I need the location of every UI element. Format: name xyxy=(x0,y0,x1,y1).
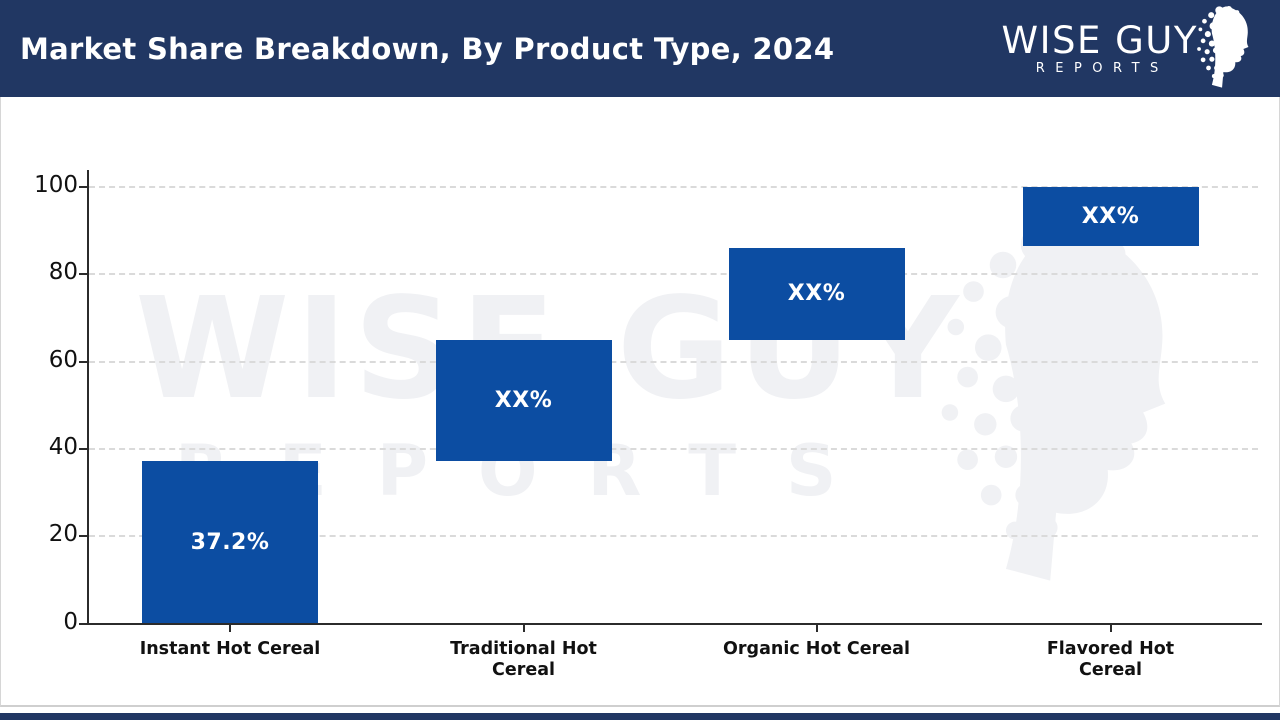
footer-bar xyxy=(0,713,1280,720)
bar-segment[interactable]: 37.2% xyxy=(142,461,318,624)
x-axis-label-line: Flavored Hot xyxy=(1046,639,1175,659)
x-axis-label-line: Traditional Hot xyxy=(450,639,597,659)
x-axis-label-line: Cereal xyxy=(491,660,556,680)
gridline xyxy=(89,535,1258,538)
y-tick-mark xyxy=(79,186,88,188)
x-axis-label-line: Organic Hot Cereal xyxy=(723,639,910,659)
x-tick-mark xyxy=(815,625,818,632)
brand-logo-text: WISE GUY REPORTS xyxy=(1002,22,1198,75)
brand-name: WISE GUY xyxy=(1001,19,1198,62)
y-tick-mark xyxy=(79,535,88,538)
x-axis-label-line: Cereal xyxy=(1078,660,1143,680)
y-tick-mark xyxy=(79,622,88,625)
x-axis-label: Organic Hot Cereal xyxy=(697,639,937,660)
x-axis-label: Flavored Hot Cereal xyxy=(991,639,1231,681)
gridline xyxy=(89,447,1258,450)
y-tick-label: 40 xyxy=(48,433,78,460)
y-tick-mark xyxy=(79,447,88,450)
y-tick-label: 80 xyxy=(48,259,78,286)
bar-value-label: XX% xyxy=(1081,203,1140,229)
gridline xyxy=(89,186,1258,188)
y-tick-label: 0 xyxy=(63,608,78,635)
chart-title: Market Share Breakdown, By Product Type,… xyxy=(20,31,835,66)
y-tick-label: 100 xyxy=(34,172,78,198)
bar-segment[interactable]: XX% xyxy=(1022,187,1199,246)
bar-value-label: XX% xyxy=(787,281,846,307)
y-tick-label: 60 xyxy=(48,346,78,373)
brand-logo: WISE GUY REPORTS xyxy=(1002,5,1268,93)
bar-value-label: 37.2% xyxy=(190,529,270,555)
x-axis-label: Traditional Hot Cereal xyxy=(404,639,644,681)
x-tick-mark xyxy=(1109,625,1112,632)
dotted-head-icon xyxy=(1197,5,1249,88)
y-tick-label: 20 xyxy=(48,521,78,548)
brand-subname: REPORTS xyxy=(1035,61,1169,76)
header-bar: Market Share Breakdown, By Product Type,… xyxy=(0,0,1280,97)
gridline xyxy=(89,273,1258,276)
bar-value-label: XX% xyxy=(494,387,553,413)
x-tick-mark xyxy=(522,625,525,632)
gridline xyxy=(89,360,1258,363)
bar-segment[interactable]: XX% xyxy=(435,339,612,462)
y-tick-mark xyxy=(79,273,88,276)
bar-segment[interactable]: XX% xyxy=(728,248,905,340)
x-axis-label: Instant Hot Cereal xyxy=(110,639,350,660)
x-axis-label-line: Instant Hot Cereal xyxy=(139,639,321,659)
y-axis-line xyxy=(86,170,89,625)
y-tick-mark xyxy=(79,360,88,363)
x-tick-mark xyxy=(229,625,231,632)
x-axis-line xyxy=(86,622,1262,625)
